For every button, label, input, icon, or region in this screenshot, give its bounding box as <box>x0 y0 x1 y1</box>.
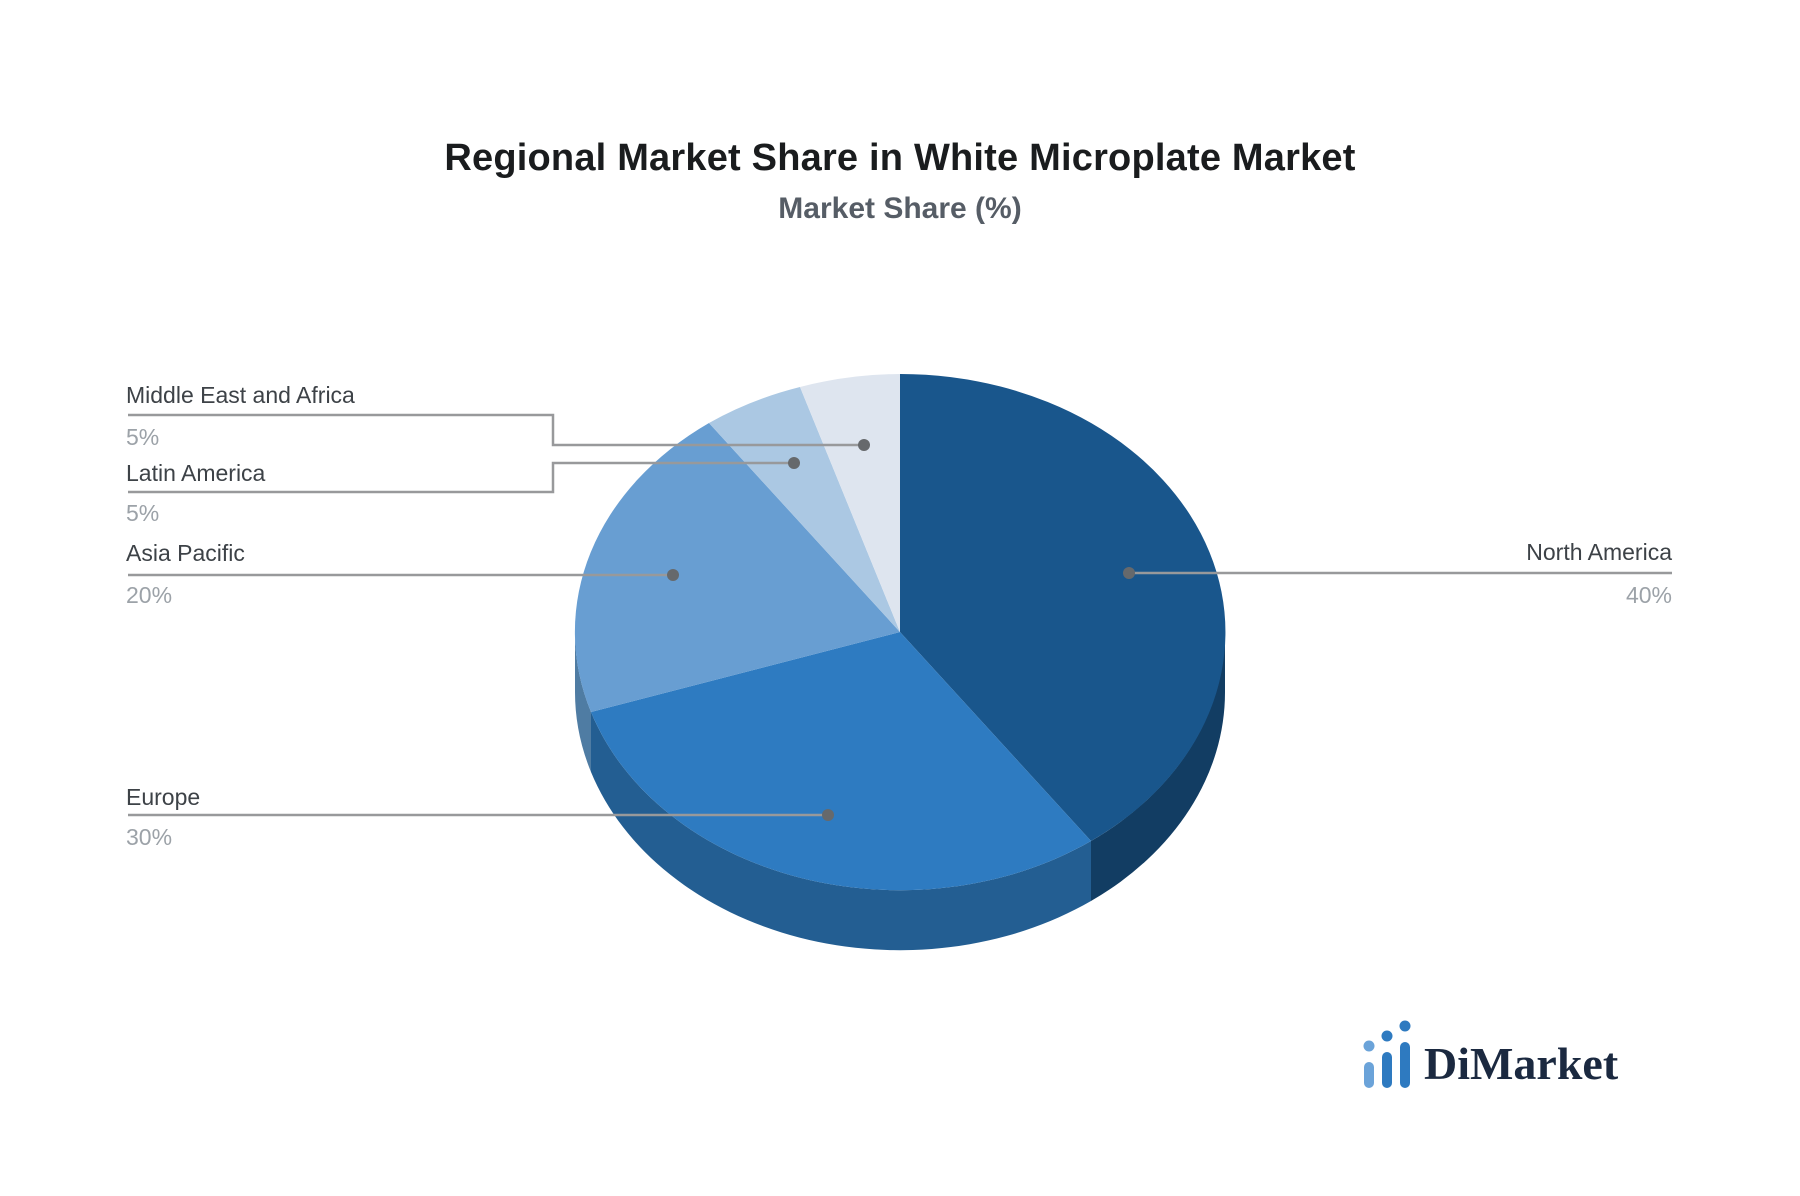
pie-slice-europe[interactable] <box>591 632 1091 891</box>
pie-slice-europe-side <box>591 712 1091 951</box>
callout-dot-latin-america <box>788 457 800 469</box>
slice-label-north-america: North America <box>1526 539 1672 565</box>
callout-dot-asia-pacific <box>667 569 679 581</box>
slice-value-latin-america: 5% <box>126 500 160 526</box>
slice-value-north-america: 40% <box>1625 582 1672 608</box>
slice-value-europe: 30% <box>126 824 173 850</box>
callout-dot-middle-east-africa <box>858 439 870 451</box>
pie-slice-asia-pacific-side <box>575 632 591 772</box>
slice-value-asia-pacific: 20% <box>126 582 173 608</box>
pie-slice-asia-pacific[interactable] <box>574 423 900 712</box>
slice-label-latin-america: Latin America <box>126 460 266 486</box>
chart-subtitle: Market Share (%) <box>778 192 1022 225</box>
slice-label-europe: Europe <box>126 784 201 810</box>
pie-slice-north-america[interactable] <box>900 373 1226 841</box>
brand-wordmark: DiMarket <box>1424 1038 1619 1089</box>
slice-value-middle-east-africa: 5% <box>126 424 160 450</box>
slice-label-asia-pacific: Asia Pacific <box>126 540 245 566</box>
pie-slice-middle-east-africa[interactable] <box>800 374 900 632</box>
pie-slice-north-america-side <box>1091 632 1226 901</box>
slice-label-middle-east-africa: Middle East and Africa <box>126 382 355 408</box>
bar-chart-logo-icon <box>1363 1020 1411 1088</box>
chart-title: Regional Market Share in White Microplat… <box>444 137 1356 179</box>
callout-dot-north-america <box>1123 567 1135 579</box>
callout-dot-europe <box>822 809 834 821</box>
callout-line-middle-east-africa <box>128 413 864 447</box>
pie-slice-latin-america[interactable] <box>709 387 900 632</box>
callout-line-latin-america <box>128 461 794 494</box>
